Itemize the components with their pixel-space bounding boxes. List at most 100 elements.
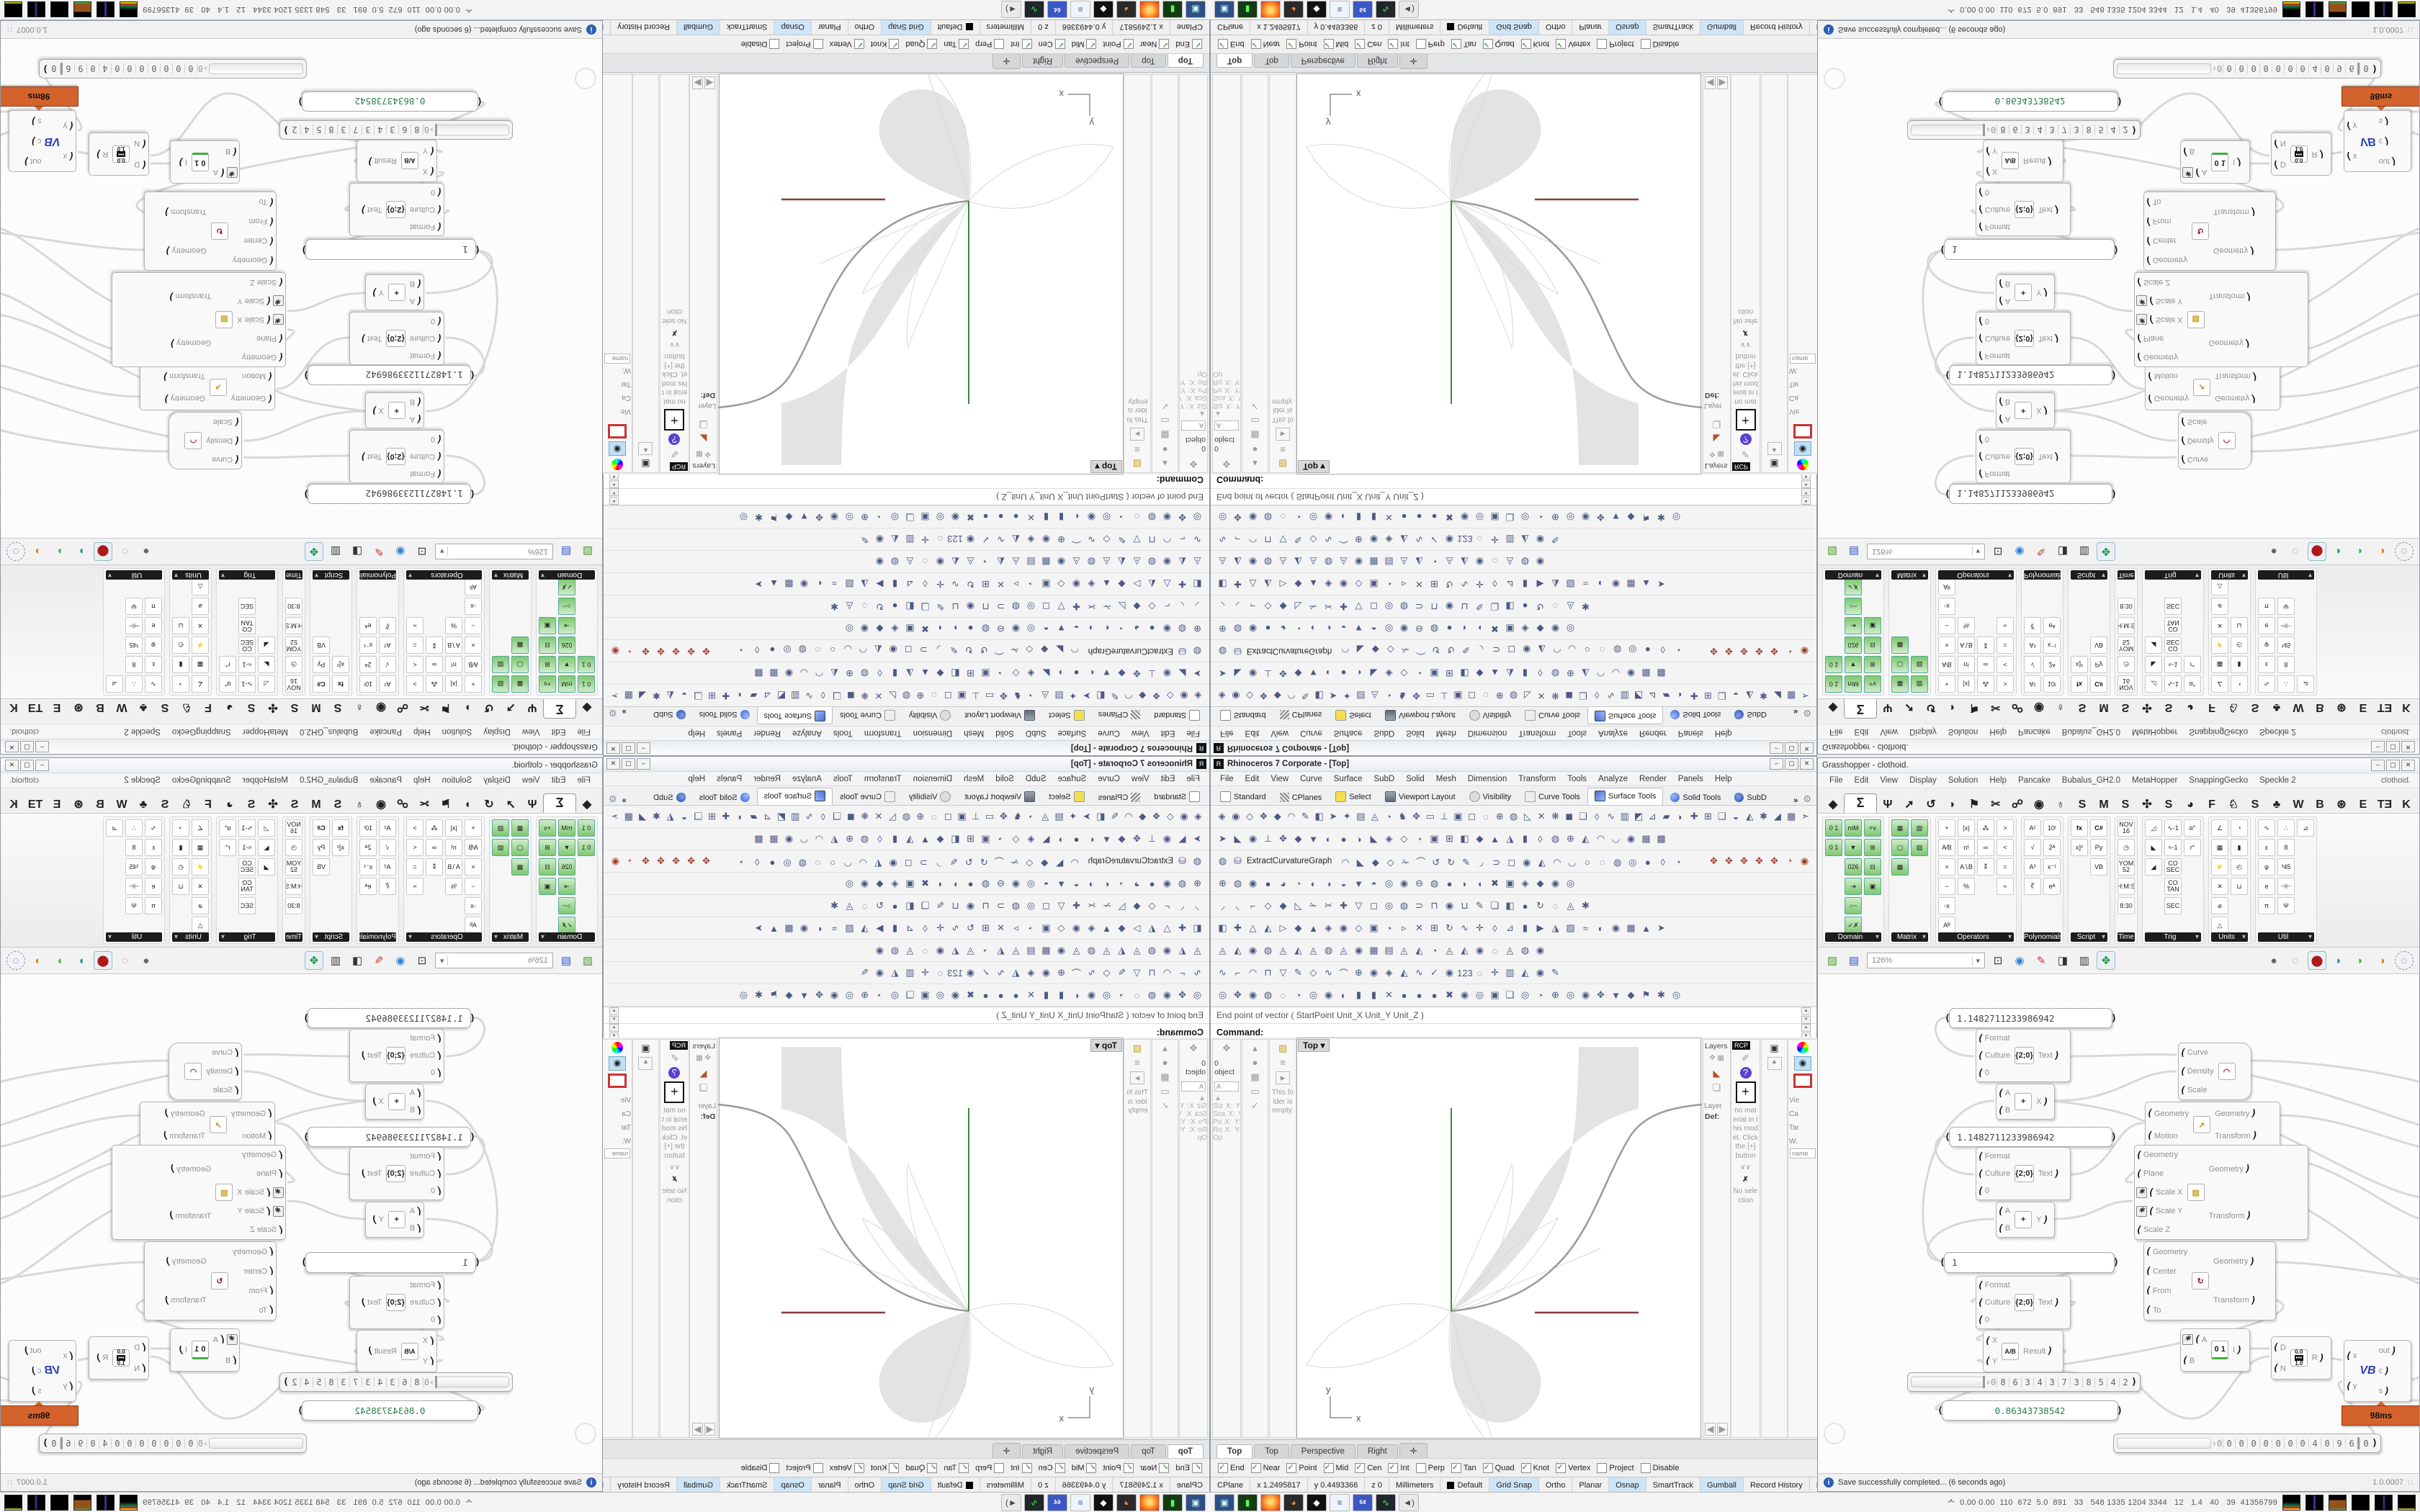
toolbar-icon[interactable]: ⌐ xyxy=(1179,534,1186,545)
toolbar-icon[interactable]: ▽ xyxy=(1355,900,1363,911)
toolbar-icon[interactable]: ◉ xyxy=(875,534,884,545)
rectangle-icon[interactable] xyxy=(1793,1074,1812,1088)
toolbar-icon[interactable]: ◈ xyxy=(1385,833,1393,844)
status-units[interactable]: Millimeters xyxy=(1389,1477,1441,1493)
component-icon[interactable]: 2ᴬ xyxy=(359,839,377,856)
gumball-axes-icon[interactable]: ✥ xyxy=(2097,951,2115,970)
toolbar-icon[interactable]: ▦ xyxy=(1641,668,1651,679)
toolbar-icon[interactable]: ● xyxy=(892,600,898,612)
analysis-icon[interactable]: ✥ xyxy=(687,646,695,657)
preview-shaded-icon[interactable]: ⬤ xyxy=(2308,951,2326,970)
toolbar-icon[interactable]: ◉ xyxy=(1162,878,1172,888)
toolbar-icon[interactable]: ◭ xyxy=(830,833,838,844)
color-wheel-icon[interactable] xyxy=(1797,459,1809,470)
toolbar-icon[interactable]: ◭ xyxy=(1264,579,1272,590)
toolbar-icon[interactable]: ● xyxy=(892,900,898,912)
toolbar-icon[interactable]: ◉ xyxy=(1581,512,1590,523)
panel-icon[interactable]: ✓ xyxy=(1251,401,1259,412)
component-icon[interactable]: ≈-1 xyxy=(238,839,256,856)
toolbar-icon[interactable]: ◓ xyxy=(1043,623,1049,634)
component-icon[interactable]: ⊣⊢ xyxy=(2277,617,2295,634)
hidden-icons-chevron[interactable]: ᄉ xyxy=(1947,4,1955,14)
toolbar-icon[interactable]: ➤ xyxy=(755,922,763,933)
toolbar-icon[interactable]: ◑ xyxy=(1058,833,1065,845)
component-icon[interactable]: mM xyxy=(1845,819,1862,837)
toolbar-icon[interactable]: ◻ xyxy=(904,644,913,656)
gh-canvas[interactable]: (1.1482711233986942) (Format (Culture (0… xyxy=(1,974,602,1473)
panel-icon[interactable]: ▴ xyxy=(1162,1043,1168,1053)
gh-plugin-tab[interactable]: B xyxy=(96,701,104,714)
toolbar-icon[interactable]: ▶ xyxy=(1536,922,1544,933)
toolbar-icon[interactable]: ◔ xyxy=(982,945,989,956)
status-osnap[interactable]: Osnap xyxy=(1609,1477,1646,1493)
toolbar-icon[interactable]: ◠ xyxy=(1553,856,1561,868)
toolbar-icon[interactable]: ▧ xyxy=(1566,579,1575,590)
toolbar-icon[interactable]: ◻ xyxy=(944,690,952,701)
toolbar-icon[interactable]: ⊞ xyxy=(967,833,974,844)
toolbar-icon[interactable]: ◣ xyxy=(1356,644,1364,656)
analysis-icon[interactable]: ✥ xyxy=(657,855,665,866)
paint-bucket-icon[interactable]: ◣ xyxy=(1713,433,1721,445)
vb-script-component[interactable]: (x (y VB out) c) s) xyxy=(2344,110,2411,172)
toolbar-icon[interactable]: ◼ xyxy=(1565,811,1574,822)
component-icon[interactable]: +v xyxy=(539,819,556,837)
gh-plugin-tab[interactable]: ♣ xyxy=(139,798,148,811)
tab-surface-tools[interactable]: Surface Tools xyxy=(1587,788,1664,805)
toolbar-icon[interactable]: ● xyxy=(1013,989,1019,1001)
toolbar-icon[interactable]: ◞ xyxy=(1220,900,1225,911)
tray-graph-tile[interactable] xyxy=(120,1494,138,1511)
toolbar-icon[interactable]: ◉ xyxy=(1611,922,1621,933)
gh-plugin-tab[interactable]: Ψ xyxy=(527,701,537,714)
scale-nu-component[interactable]: (Geometry (Plane ✱(Scale X ✱(Scale Y (Sc… xyxy=(112,272,286,367)
toolbar-icon[interactable]: ◭ xyxy=(891,534,899,545)
taskbar-screen-capture-icon[interactable]: ▣ xyxy=(1214,1493,1234,1511)
toolbar-icon[interactable]: ◌ xyxy=(1134,511,1140,523)
toolbar-icon[interactable]: ◉ xyxy=(1232,690,1240,701)
toolbar-icon[interactable]: ◣ xyxy=(1234,668,1242,679)
prev-icon[interactable]: ◀ xyxy=(704,1423,715,1436)
status-gumball[interactable]: Gumball xyxy=(676,19,720,35)
add-material-button[interactable]: + xyxy=(664,409,685,431)
toolbar-icon[interactable]: ◌ xyxy=(931,690,937,701)
status-planar[interactable]: Planar xyxy=(810,19,848,35)
rhino-menu-item[interactable]: Dimension xyxy=(913,729,953,738)
tab-visibility[interactable]: Visibility xyxy=(902,707,958,723)
toolbar-icon[interactable]: ◉ xyxy=(830,512,839,523)
panel-result[interactable]: (0.86343738542) xyxy=(297,1400,483,1421)
component-icon[interactable]: ◿ xyxy=(258,819,275,837)
component-icon[interactable]: |x| xyxy=(1958,819,1975,837)
toolbar-icon[interactable]: ◉ xyxy=(1339,579,1348,590)
cylinder-icon[interactable]: ⛁ xyxy=(1234,855,1242,866)
tray-graph-tile[interactable] xyxy=(2329,1,2347,18)
component-icon[interactable]: ∿ xyxy=(145,675,162,693)
toolbar-icon[interactable]: ◉ xyxy=(966,900,975,911)
tray-graph-tile[interactable] xyxy=(2282,1494,2300,1511)
preview-wire-icon[interactable]: ◌ xyxy=(121,545,128,558)
toolbar-icon[interactable]: ▥ xyxy=(791,690,800,701)
toolbar-icon[interactable]: ▥ xyxy=(1620,690,1629,701)
open-file-icon[interactable]: ▨ xyxy=(582,545,593,557)
tab-solid-tools[interactable]: Solid Tools xyxy=(1664,707,1727,721)
addition-component[interactable]: (A (B + Y) xyxy=(1996,274,2055,310)
close-button[interactable]: ✕ xyxy=(606,758,620,770)
status-osnap[interactable]: Osnap xyxy=(1609,19,1646,35)
taskbar-console-icon[interactable]: ▮ xyxy=(1237,1493,1258,1511)
minimize-button[interactable]: – xyxy=(1770,742,1783,754)
tray-graph-tile[interactable] xyxy=(2282,1,2300,18)
vb-script-component[interactable]: (x (y VB out) c) s) xyxy=(9,110,76,172)
rhino-menu-item[interactable]: Panels xyxy=(717,729,743,738)
component-icon[interactable]: A∖B xyxy=(445,858,462,876)
component-icon[interactable]: eᴬ xyxy=(2043,878,2061,895)
component-icon[interactable]: π xyxy=(145,598,162,615)
osnap-tan[interactable]: Tan xyxy=(1451,1462,1476,1473)
osnap-point[interactable]: Point xyxy=(1286,39,1317,50)
toolbar-icon[interactable]: ✎ xyxy=(936,900,944,911)
gh-menu-item[interactable]: SnappingGecko xyxy=(2189,727,2249,736)
toolbar-icon[interactable]: ✕ xyxy=(1537,811,1546,822)
toolbar-icon[interactable]: ✁ xyxy=(1010,856,1018,868)
component-icon[interactable]: × xyxy=(465,858,482,876)
toolbar-icon[interactable]: ✥ xyxy=(1279,668,1287,679)
toolbar-icon[interactable]: ➤ xyxy=(755,579,763,590)
component-icon[interactable]: ⊿ xyxy=(2297,675,2314,693)
gh-plugin-tab[interactable]: E xyxy=(53,701,61,714)
